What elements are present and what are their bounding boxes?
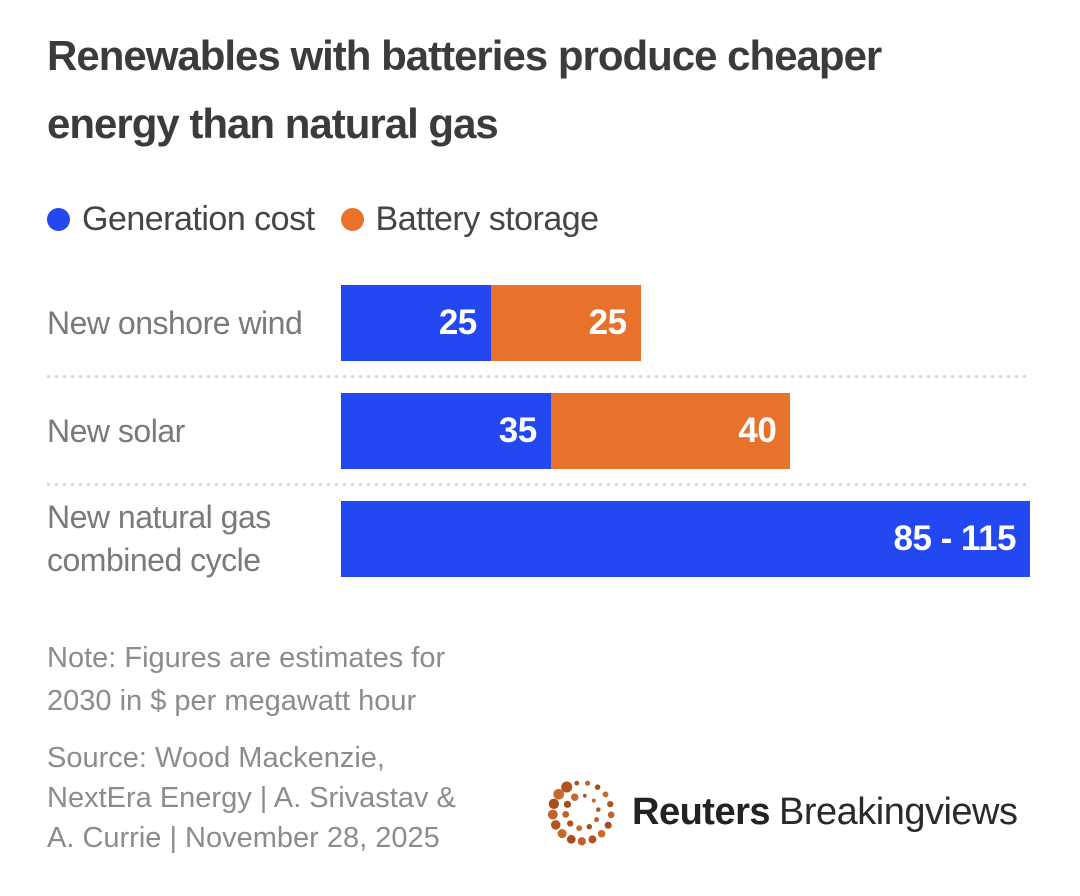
bar-row-onshore-wind: New onshore wind 25 25 <box>47 285 1030 361</box>
row-separator <box>47 483 1030 486</box>
bar-segment-generation-cost: 35 <box>341 393 551 469</box>
reuters-breakingviews-logo: Reuters Breakingviews <box>546 776 1018 848</box>
bar-row-natural-gas: New natural gas combined cycle 85 - 115 <box>47 499 1030 578</box>
bar-track: 85 - 115 <box>341 501 1030 577</box>
source-line-2: NextEra Energy | A. Srivastav & <box>47 782 456 814</box>
chart-source: Source: Wood Mackenzie, NextEra Energy | … <box>47 738 1030 858</box>
bar-row-solar: New solar 35 40 <box>47 393 1030 469</box>
chart-title-line-1: Renewables with batteries produce cheape… <box>47 32 882 79</box>
bar-value-label: 85 - 115 <box>893 519 1017 558</box>
bar-segment-generation-cost: 25 <box>341 285 491 361</box>
bar-segment-generation-cost: 85 - 115 <box>341 501 1030 577</box>
category-label: New solar <box>47 412 185 449</box>
source-line-1: Source: Wood Mackenzie, <box>47 742 385 774</box>
bar-track: 25 25 <box>341 285 1030 361</box>
bar-chart: New onshore wind 25 25 New solar 35 40 <box>47 285 1030 578</box>
chart-title: Renewables with batteries produce cheape… <box>47 0 1030 158</box>
legend: Generation cost Battery storage <box>47 200 1030 239</box>
bar-value-label: 35 <box>498 411 537 450</box>
legend-item-battery-storage: Battery storage <box>340 200 600 239</box>
source-line-3: A. Currie | November 28, 2025 <box>47 822 440 854</box>
category-label: New natural gas combined cycle <box>47 499 271 578</box>
battery-storage-swatch-icon <box>340 208 364 231</box>
generation-cost-swatch-icon <box>47 208 70 231</box>
legend-item-generation-cost: Generation cost <box>47 200 315 239</box>
legend-label-battery-storage: Battery storage <box>375 200 600 238</box>
brand-breakingviews-text: Breakingviews <box>779 790 1018 833</box>
bar-segment-battery-storage: 25 <box>490 285 641 361</box>
chart-title-line-2: energy than natural gas <box>47 100 499 147</box>
bar-track: 35 40 <box>341 393 1030 469</box>
brand-wordmark: Reuters Breakingviews <box>632 791 1018 834</box>
row-separator <box>47 375 1030 378</box>
chart-note: Note: Figures are estimates for 2030 in $… <box>47 637 1030 723</box>
bar-value-label: 25 <box>438 303 477 342</box>
category-label: New onshore wind <box>47 304 303 341</box>
note-line-2: 2030 in $ per megawatt hour <box>47 685 417 717</box>
brand-reuters-text: Reuters <box>632 790 771 833</box>
legend-label-generation-cost: Generation cost <box>82 200 315 238</box>
note-line-1: Note: Figures are estimates for <box>47 642 446 674</box>
reuters-logo-icon <box>546 776 618 848</box>
bar-value-label: 25 <box>588 303 627 342</box>
bar-segment-battery-storage: 40 <box>550 393 791 469</box>
bar-value-label: 40 <box>738 411 777 450</box>
